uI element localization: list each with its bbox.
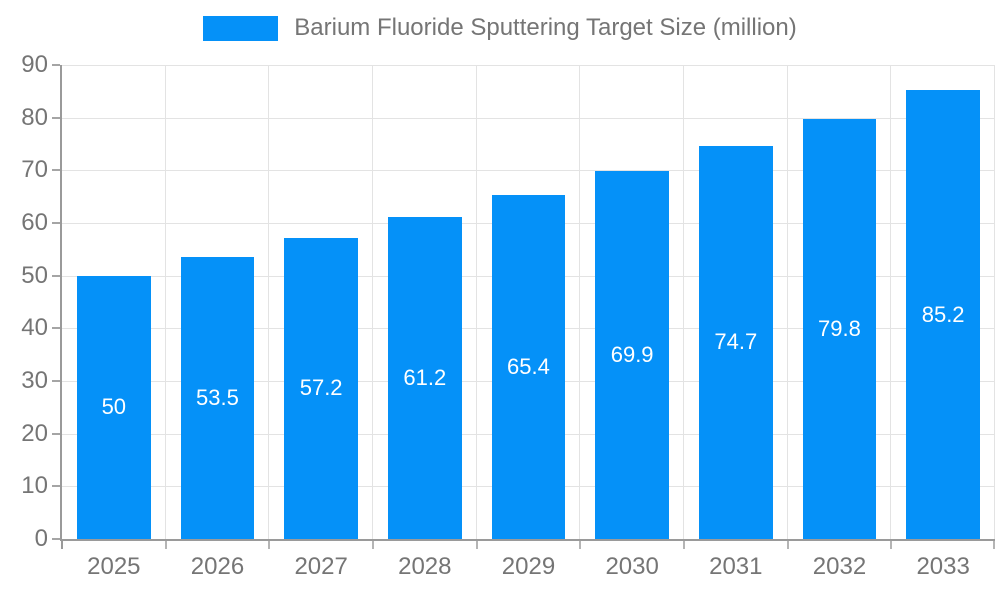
y-axis-label: 40 (21, 314, 48, 342)
y-axis-label: 70 (21, 156, 48, 184)
y-axis-label: 80 (21, 103, 48, 131)
y-axis-tick (52, 538, 60, 540)
bar-value-label: 61.2 (403, 364, 447, 390)
bar-value-label: 85.2 (921, 301, 965, 327)
x-axis-tick (993, 541, 995, 549)
x-axis-label: 2030 (605, 553, 659, 580)
y-axis-tick (52, 116, 60, 119)
x-axis-tick (164, 541, 167, 549)
category-band: 79.8 2032 (788, 65, 892, 580)
category-band: 53.5 2026 (166, 65, 270, 580)
bar-value-label: 53.5 (196, 385, 239, 411)
x-axis-label: 2025 (87, 553, 141, 580)
legend-item[interactable]: Barium Fluoride Sputtering Target Size (… (203, 14, 797, 42)
x-axis-tick (268, 541, 271, 549)
y-axis-label: 50 (21, 261, 48, 289)
x-axis-label: 2029 (501, 553, 556, 580)
x-axis-label: 2026 (190, 553, 245, 580)
x-axis-label: 2031 (709, 553, 763, 580)
bar[interactable]: 69.9 (595, 170, 669, 539)
bar[interactable]: 79.8 (802, 118, 877, 539)
plot-area: 0 10 20 30 40 50 60 70 80 90 50 2025 53.5 2026 57.2 202… (21, 51, 995, 580)
x-axis-tick (579, 541, 582, 549)
x-axis-tick (786, 541, 789, 549)
y-axis-label: 0 (34, 525, 48, 552)
y-axis-tick (52, 222, 60, 225)
bar[interactable]: 50 (77, 275, 151, 539)
bar[interactable]: 74.7 (699, 145, 773, 539)
x-axis-label: 2032 (812, 553, 867, 580)
legend-row: Barium Fluoride Sputtering Target Size (… (0, 14, 1000, 42)
x-axis-label: 2028 (398, 553, 452, 580)
category-band: 85.2 2033 (891, 65, 995, 580)
bar-value-label: 57.2 (299, 375, 343, 401)
y-axis-tick (52, 327, 60, 330)
y-axis-label: 60 (21, 209, 48, 237)
x-axis-tick (682, 541, 685, 549)
x-axis-label: 2033 (916, 553, 970, 580)
y-axis-tick (52, 64, 60, 66)
x-axis-label: 2027 (294, 553, 348, 580)
category-band: 65.4 2029 (477, 65, 581, 580)
bar-value-label: 50 (101, 394, 127, 420)
y-axis-label: 90 (21, 51, 48, 78)
category-band: 57.2 2027 (269, 65, 373, 580)
bar-value-label: 74.7 (714, 329, 758, 355)
y-axis-tick (52, 485, 60, 488)
x-axis-tick (475, 541, 478, 549)
y-axis-tick (52, 274, 60, 277)
category-band: 74.7 2031 (684, 65, 788, 580)
x-axis-tick (890, 541, 893, 549)
category-band: 61.2 2028 (373, 65, 477, 580)
legend-swatch (203, 15, 279, 41)
category-band: 50 2025 (62, 65, 166, 580)
legend-label: Barium Fluoride Sputtering Target Size (… (294, 14, 797, 41)
bar[interactable]: 85.2 (906, 90, 980, 539)
y-axis-label: 20 (21, 419, 48, 447)
y-axis-label: 10 (21, 472, 48, 500)
bar[interactable]: 57.2 (284, 237, 358, 539)
y-axis-label: 30 (21, 367, 48, 395)
bar[interactable]: 53.5 (180, 257, 255, 539)
bar[interactable]: 65.4 (491, 194, 566, 539)
y-axis-tick (52, 380, 60, 383)
y-axis-tick (52, 169, 60, 172)
bar[interactable]: 61.2 (388, 216, 462, 539)
y-axis-tick (52, 432, 60, 435)
bar-value-label: 79.8 (818, 315, 861, 341)
category-band: 69.9 2030 (580, 65, 684, 580)
x-axis-tick (61, 541, 63, 549)
x-axis-tick (371, 541, 374, 549)
bar-value-label: 65.4 (507, 353, 550, 379)
bar-value-label: 69.9 (610, 341, 654, 367)
